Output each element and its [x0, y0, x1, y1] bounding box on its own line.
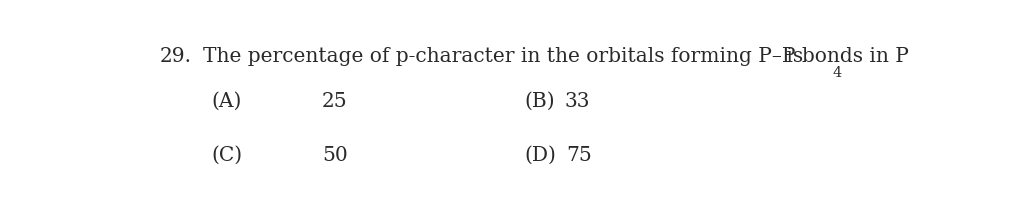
Text: is: is: [780, 47, 804, 66]
Text: The percentage of p-character in the orbitals forming P–P bonds in P: The percentage of p-character in the orb…: [204, 47, 909, 66]
Text: (B): (B): [524, 91, 555, 110]
Text: 25: 25: [322, 91, 347, 110]
Text: 4: 4: [833, 65, 842, 79]
Text: (C): (C): [211, 145, 243, 164]
Text: 29.: 29.: [160, 47, 191, 66]
Text: 50: 50: [323, 145, 348, 164]
Text: 33: 33: [565, 91, 590, 110]
Text: (A): (A): [211, 91, 242, 110]
Text: (D): (D): [524, 145, 557, 164]
Text: 75: 75: [566, 145, 592, 164]
